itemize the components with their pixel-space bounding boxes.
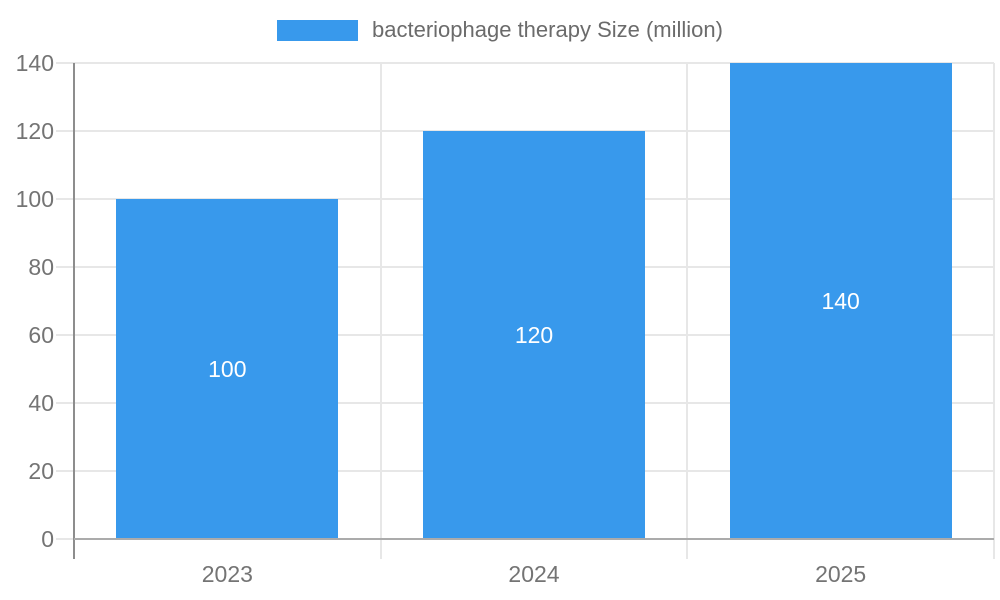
legend-swatch: [277, 19, 359, 41]
y-tick-label: 120: [15, 118, 54, 144]
y-tick-label: 140: [15, 50, 54, 76]
bar-value-label: 100: [208, 356, 247, 382]
x-gridline: [993, 63, 995, 559]
bar-value-label: 140: [821, 288, 860, 314]
y-tick-label: 0: [41, 526, 54, 552]
y-axis-line: [73, 63, 75, 559]
bar-2023[interactable]: [116, 199, 339, 539]
y-tick-label: 40: [28, 390, 54, 416]
x-tick-label: 2024: [508, 561, 560, 587]
y-gridline: [56, 538, 74, 540]
y-tick-label: 60: [28, 322, 54, 348]
bar-2025[interactable]: [729, 63, 952, 539]
legend-item[interactable]: bacteriophage therapy Size (million): [0, 17, 1000, 43]
bar-2024[interactable]: [423, 131, 645, 539]
x-gridline: [686, 63, 689, 559]
y-tick-label: 80: [28, 254, 54, 280]
x-gridline: [379, 63, 382, 559]
y-tick-label: 20: [28, 458, 54, 484]
x-axis-line: [74, 538, 994, 540]
y-gridline: [56, 62, 994, 64]
y-tick-label: 100: [15, 186, 54, 212]
legend-label: bacteriophage therapy Size (million): [372, 17, 723, 42]
x-tick-label: 2025: [815, 561, 867, 587]
x-tick-label: 2023: [201, 561, 253, 587]
bar-value-label: 120: [514, 322, 554, 348]
